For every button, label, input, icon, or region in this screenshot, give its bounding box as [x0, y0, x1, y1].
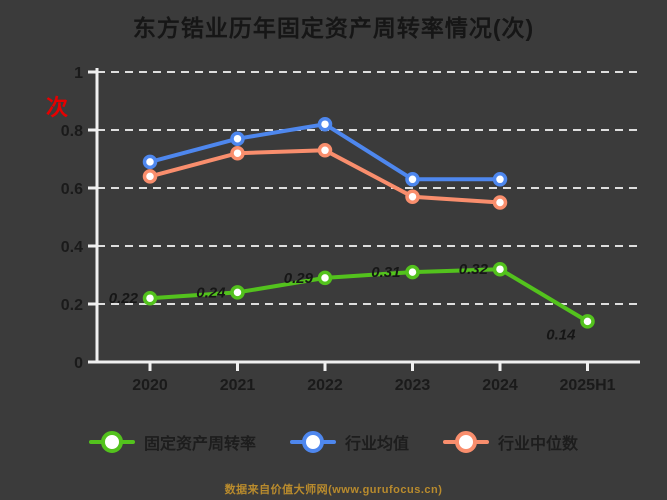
legend-label: 行业均值: [344, 436, 409, 453]
data-source-note: 数据来自价值大师网(www.gurufocus.cn): [224, 484, 443, 496]
svg-text:0.32: 0.32: [459, 261, 489, 278]
y-axis-unit-label: 次: [46, 95, 69, 120]
legend-item-series-2[interactable]: 行业中位数: [443, 430, 578, 454]
svg-text:2020: 2020: [132, 377, 168, 394]
legend-label: 行业中位数: [498, 436, 579, 453]
legend-circle-marker-icon: [289, 430, 336, 454]
chart-title: 东方锆业历年固定资产周转率情况(次): [132, 15, 535, 41]
legend-item-series-0[interactable]: 固定资产周转率: [88, 430, 256, 454]
svg-text:0.4: 0.4: [61, 239, 83, 256]
svg-text:0.24: 0.24: [196, 284, 226, 301]
svg-text:2021: 2021: [220, 377, 256, 394]
svg-text:0: 0: [74, 355, 83, 372]
legend-circle-marker-icon: [443, 430, 489, 454]
svg-text:0.8: 0.8: [61, 123, 83, 140]
svg-text:2023: 2023: [395, 377, 431, 394]
svg-text:0.6: 0.6: [61, 181, 83, 198]
legend-circle-marker-icon: [88, 430, 135, 454]
svg-text:0.14: 0.14: [546, 326, 576, 343]
svg-text:0.31: 0.31: [371, 264, 400, 281]
legend-item-series-1[interactable]: 行业均值: [289, 430, 409, 454]
chart-legend: 固定资产周转率 行业均值 行业中位数: [0, 430, 667, 454]
svg-text:1: 1: [74, 65, 83, 82]
svg-text:0.29: 0.29: [284, 270, 314, 287]
svg-text:0.2: 0.2: [61, 297, 83, 314]
svg-text:2022: 2022: [307, 377, 343, 394]
svg-text:2025H1: 2025H1: [559, 377, 615, 394]
legend-label: 固定资产周转率: [143, 436, 256, 453]
svg-text:0.22: 0.22: [109, 290, 139, 307]
svg-text:2024: 2024: [482, 377, 518, 394]
